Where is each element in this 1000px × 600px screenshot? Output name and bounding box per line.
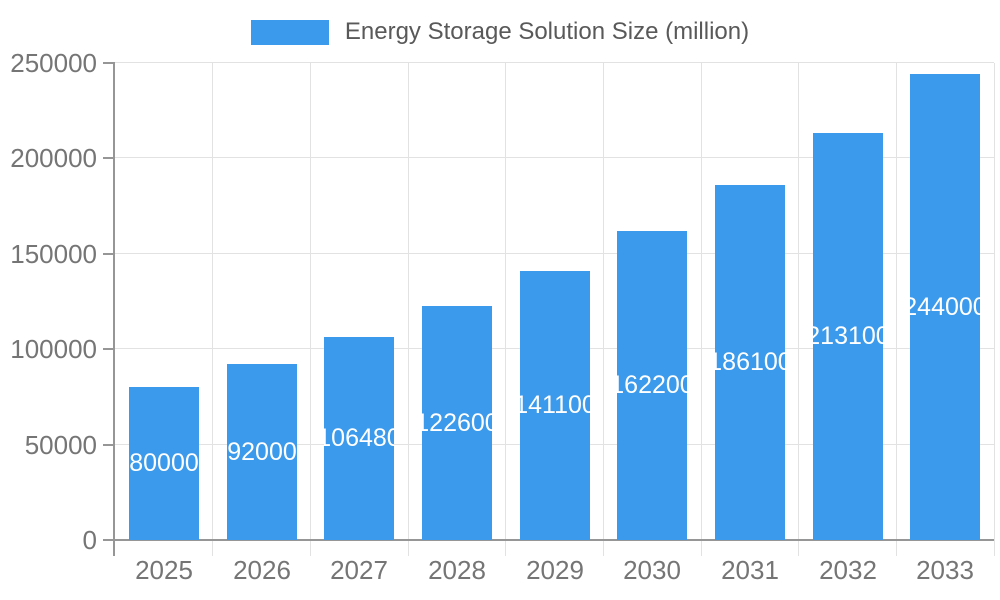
bar-value-label: 80000 <box>129 449 199 477</box>
x-axis-line <box>103 539 994 541</box>
bar: 80000 <box>129 387 199 540</box>
bar: 244000 <box>910 74 980 540</box>
v-gridline <box>798 63 800 556</box>
y-tick-label: 100000 <box>10 334 97 364</box>
bar-value-label: 213100 <box>813 322 883 350</box>
y-tick-label: 50000 <box>24 430 97 460</box>
y-tick <box>103 348 115 350</box>
x-tick-label: 2027 <box>330 555 388 585</box>
bar-value-label: 162200 <box>617 371 687 399</box>
v-gridline <box>700 63 702 556</box>
y-tick-label: 200000 <box>10 143 97 173</box>
legend-label: Energy Storage Solution Size (million) <box>344 18 750 45</box>
y-tick <box>103 253 115 255</box>
y-axis-line <box>113 63 115 556</box>
y-tick-label: 250000 <box>10 48 97 78</box>
y-tick <box>103 444 115 446</box>
x-tick-label: 2031 <box>721 555 779 585</box>
bar: 122600 <box>422 306 492 540</box>
y-gridline <box>115 253 994 254</box>
bar: 141100 <box>520 271 590 540</box>
bar-value-label: 122600 <box>422 408 492 437</box>
v-gridline <box>895 63 897 556</box>
bar-value-label: 141100 <box>520 391 590 419</box>
v-gridline <box>602 63 604 556</box>
y-tick <box>103 157 115 159</box>
bar: 186100 <box>715 185 785 540</box>
v-gridline <box>212 63 214 556</box>
y-tick-label: 0 <box>82 525 97 555</box>
v-gridline <box>407 63 409 556</box>
y-gridline <box>115 62 994 63</box>
chart-legend[interactable]: Energy Storage Solution Size (million) <box>0 19 1000 45</box>
x-tick-label: 2033 <box>916 555 974 585</box>
x-tick-label: 2029 <box>526 555 584 585</box>
bar-value-label: 106480 <box>324 424 394 452</box>
bar: 106480 <box>324 337 394 540</box>
v-gridline <box>993 63 995 556</box>
x-tick-label: 2025 <box>135 555 193 585</box>
x-tick-label: 2026 <box>233 555 291 585</box>
x-tick-label: 2032 <box>819 555 877 585</box>
bar-value-label: 244000 <box>910 292 980 321</box>
legend-swatch-icon <box>250 19 329 45</box>
bar-value-label: 186100 <box>715 348 785 376</box>
v-gridline <box>505 63 507 556</box>
bar: 92000 <box>227 364 297 540</box>
bar-value-label: 92000 <box>227 437 297 466</box>
v-gridline <box>309 63 311 556</box>
bar: 213100 <box>813 133 883 540</box>
y-tick <box>103 62 115 64</box>
bar: 162200 <box>617 231 687 540</box>
x-tick-label: 2028 <box>428 555 486 585</box>
y-tick-label: 150000 <box>10 239 97 269</box>
x-tick-label: 2030 <box>623 555 681 585</box>
y-gridline <box>115 157 994 158</box>
